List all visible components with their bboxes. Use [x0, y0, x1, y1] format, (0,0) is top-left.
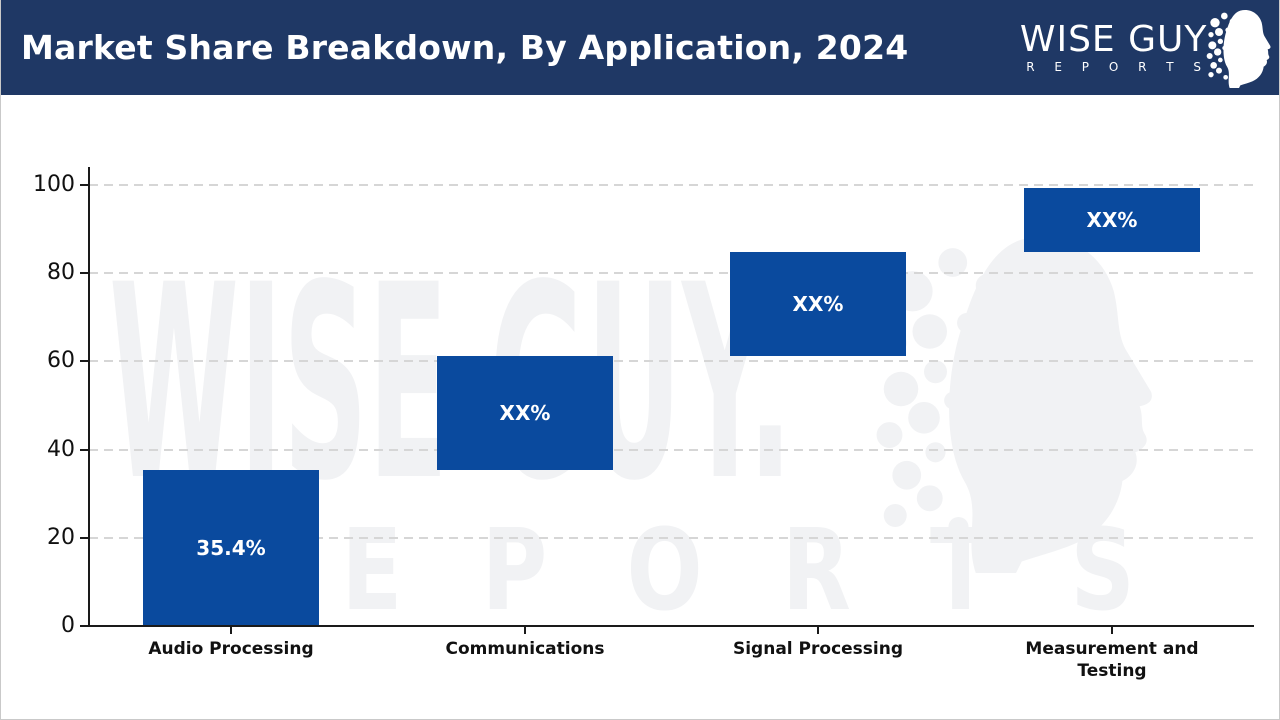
y-tick — [80, 625, 88, 627]
category-label: Signal Processing — [732, 639, 904, 659]
y-tick — [80, 184, 88, 186]
bar-value-label: XX% — [1086, 208, 1138, 232]
x-tick — [1111, 627, 1113, 634]
bar: 35.4% — [143, 470, 319, 626]
logo-subtitle: R E P O R T S — [1026, 60, 1209, 74]
bar: XX% — [730, 252, 906, 356]
y-tick-label: 40 — [47, 437, 75, 462]
bar-value-label: 35.4% — [196, 536, 266, 560]
category-label: Communications — [445, 639, 605, 659]
x-tick — [524, 627, 526, 634]
y-tick — [80, 449, 88, 451]
x-tick — [817, 627, 819, 634]
gridline — [89, 537, 1254, 539]
wise-guy-reports-logo: WISE GUY R E P O R T S — [1018, 8, 1280, 88]
y-tick-label: 100 — [33, 172, 75, 197]
x-tick — [230, 627, 232, 634]
category-label: Audio Processing — [148, 639, 314, 659]
logo-text: WISE GUY R E P O R T S — [1018, 19, 1209, 74]
chart-title: Market Share Breakdown, By Application, … — [21, 28, 909, 67]
y-tick — [80, 537, 88, 539]
bar-value-label: XX% — [499, 401, 551, 425]
y-tick — [80, 360, 88, 362]
bar: XX% — [437, 356, 613, 470]
gridline — [89, 360, 1254, 362]
y-tick-label: 0 — [61, 613, 75, 638]
dotted-head-icon — [1205, 8, 1273, 88]
y-tick — [80, 272, 88, 274]
y-tick-label: 80 — [47, 260, 75, 285]
category-label: Measurement and Testing — [1025, 639, 1199, 682]
bar: XX% — [1024, 188, 1200, 252]
y-tick-label: 20 — [47, 525, 75, 550]
gridline — [89, 184, 1254, 186]
bar-value-label: XX% — [792, 292, 844, 316]
y-axis-spine — [88, 167, 90, 626]
x-axis-spine — [88, 625, 1254, 627]
gridline — [89, 272, 1254, 274]
header-bar: Market Share Breakdown, By Application, … — [1, 0, 1280, 95]
y-tick-label: 60 — [47, 348, 75, 373]
watermark-head-icon — [866, 228, 1166, 573]
logo-wordmark: WISE GUY — [1019, 19, 1208, 60]
gridline — [89, 449, 1254, 451]
